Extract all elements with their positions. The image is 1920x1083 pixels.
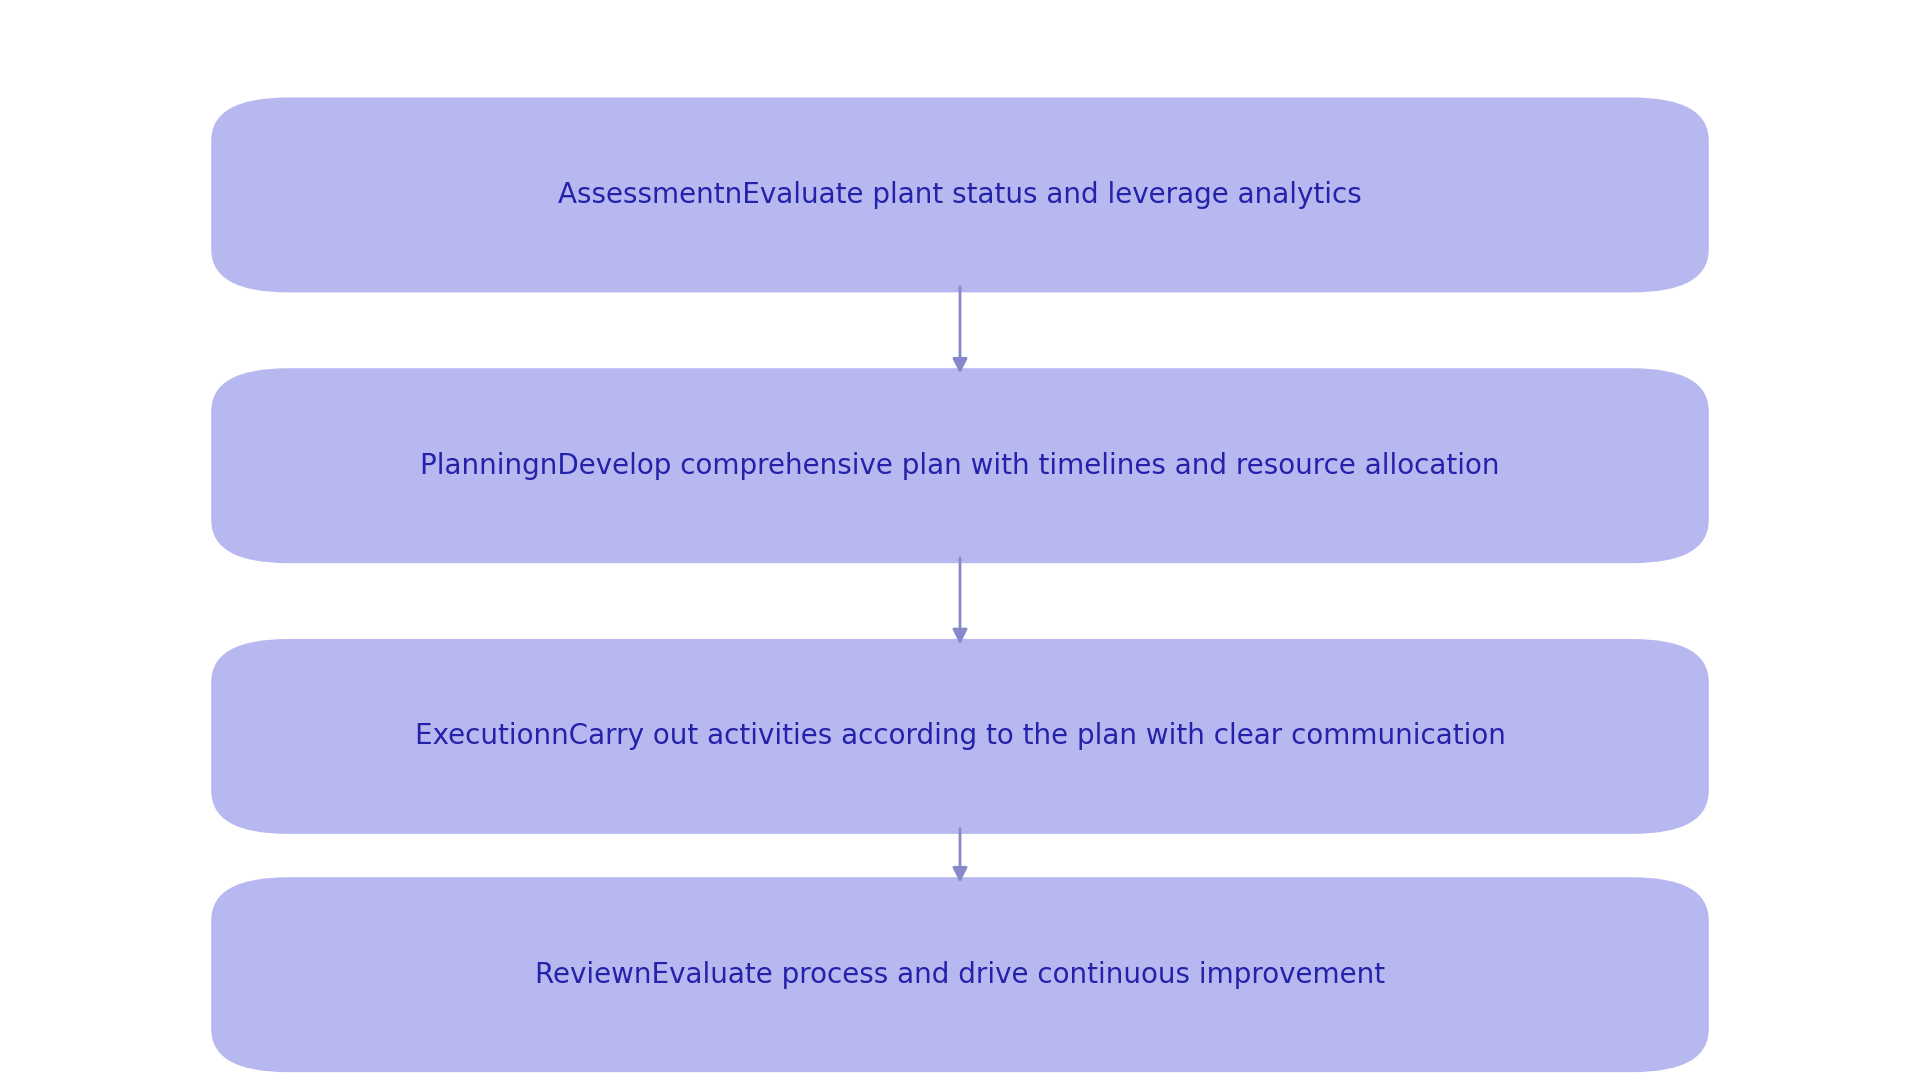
- FancyBboxPatch shape: [211, 639, 1709, 834]
- FancyBboxPatch shape: [211, 368, 1709, 563]
- Text: PlanningnDevelop comprehensive plan with timelines and resource allocation: PlanningnDevelop comprehensive plan with…: [420, 452, 1500, 480]
- Text: ExecutionnCarry out activities according to the plan with clear communication: ExecutionnCarry out activities according…: [415, 722, 1505, 751]
- FancyBboxPatch shape: [211, 97, 1709, 292]
- FancyBboxPatch shape: [211, 877, 1709, 1072]
- Text: ReviewnEvaluate process and drive continuous improvement: ReviewnEvaluate process and drive contin…: [536, 961, 1384, 989]
- Text: AssessmentnEvaluate plant status and leverage analytics: AssessmentnEvaluate plant status and lev…: [559, 181, 1361, 209]
